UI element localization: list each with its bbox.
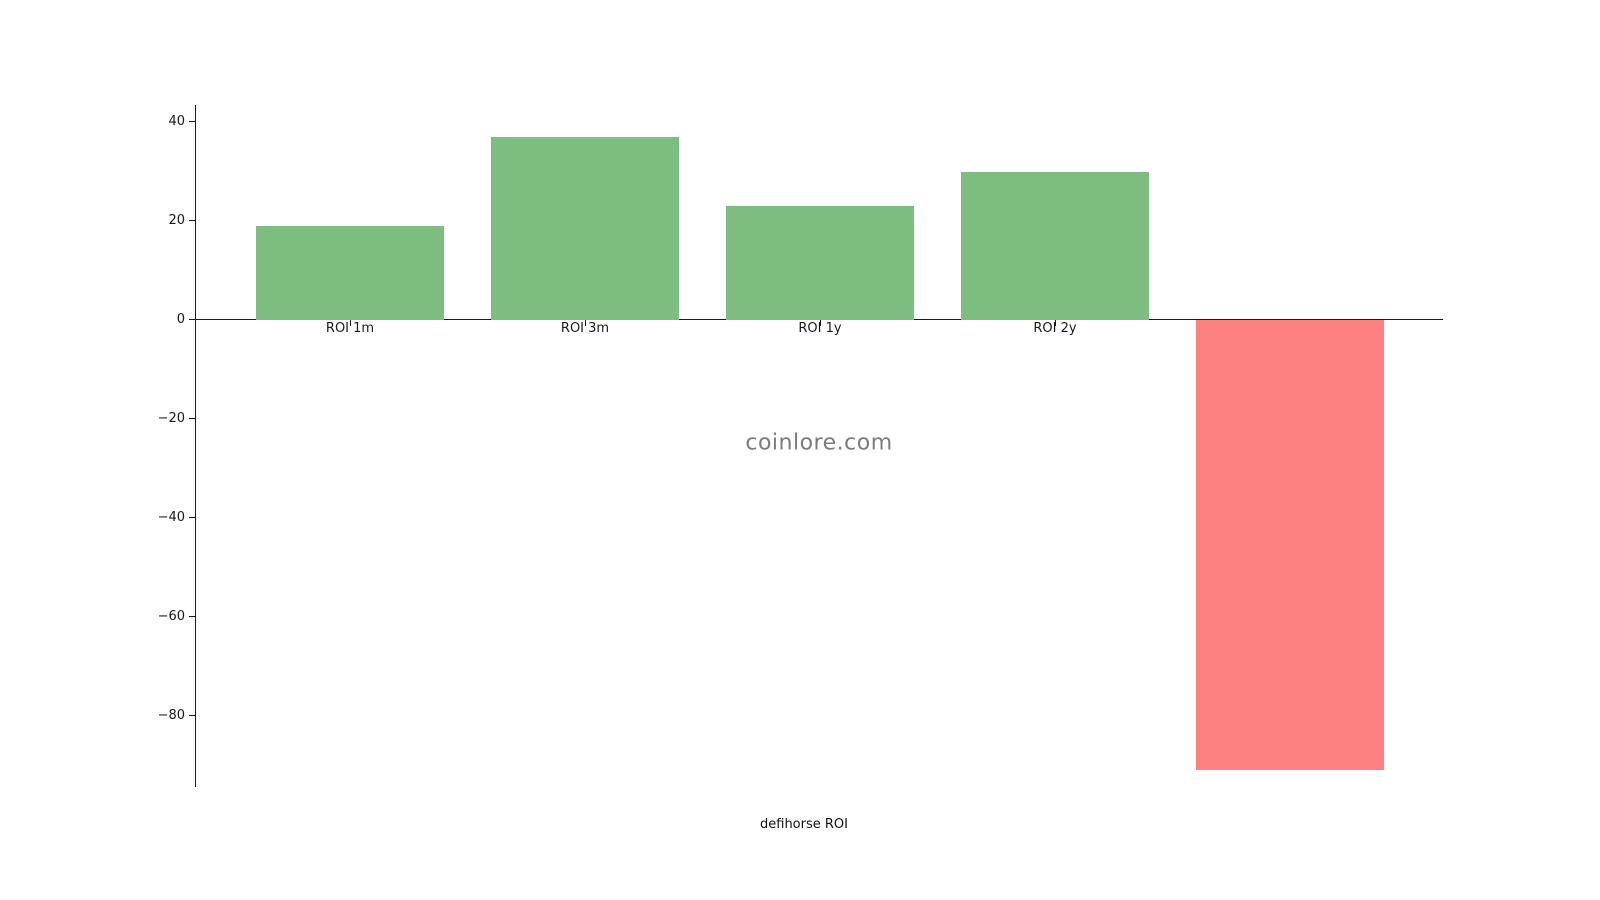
y-tick-label: −60 xyxy=(157,609,185,624)
y-tick-mark xyxy=(189,517,195,518)
y-tick-mark xyxy=(189,715,195,716)
y-tick-label: −40 xyxy=(157,510,185,525)
x-tick-label-roi-1y: ROI 1y xyxy=(798,321,842,336)
y-tick-mark xyxy=(189,319,195,320)
x-tick-mark xyxy=(350,320,351,326)
bar-roi-2y xyxy=(961,171,1149,320)
bar-roi-1y xyxy=(726,206,914,320)
y-tick-mark xyxy=(189,121,195,122)
y-tick-mark xyxy=(189,220,195,221)
y-tick-label: 20 xyxy=(168,213,185,228)
y-axis-spine xyxy=(195,105,196,787)
x-tick-label-roi-2y: ROI 2y xyxy=(1033,321,1077,336)
x-tick-mark xyxy=(585,320,586,326)
y-tick-mark xyxy=(189,616,195,617)
y-tick-mark xyxy=(189,418,195,419)
y-tick-label: 40 xyxy=(168,114,185,129)
x-tick-label-roi-3m: ROI 3m xyxy=(560,321,610,336)
x-tick-mark xyxy=(820,320,821,326)
x-tick-mark xyxy=(1055,320,1056,326)
y-tick-label: 0 xyxy=(176,312,185,327)
watermark-text: coinlore.com xyxy=(745,430,893,456)
bar-all-time xyxy=(1196,320,1384,771)
x-axis-title: defihorse ROI xyxy=(760,817,848,832)
bar-roi-1m xyxy=(256,225,444,320)
x-tick-label-roi-1m: ROI 1m xyxy=(325,321,375,336)
bar-roi-3m xyxy=(491,136,679,320)
y-tick-label: −20 xyxy=(157,411,185,426)
y-tick-label: −80 xyxy=(157,708,185,723)
